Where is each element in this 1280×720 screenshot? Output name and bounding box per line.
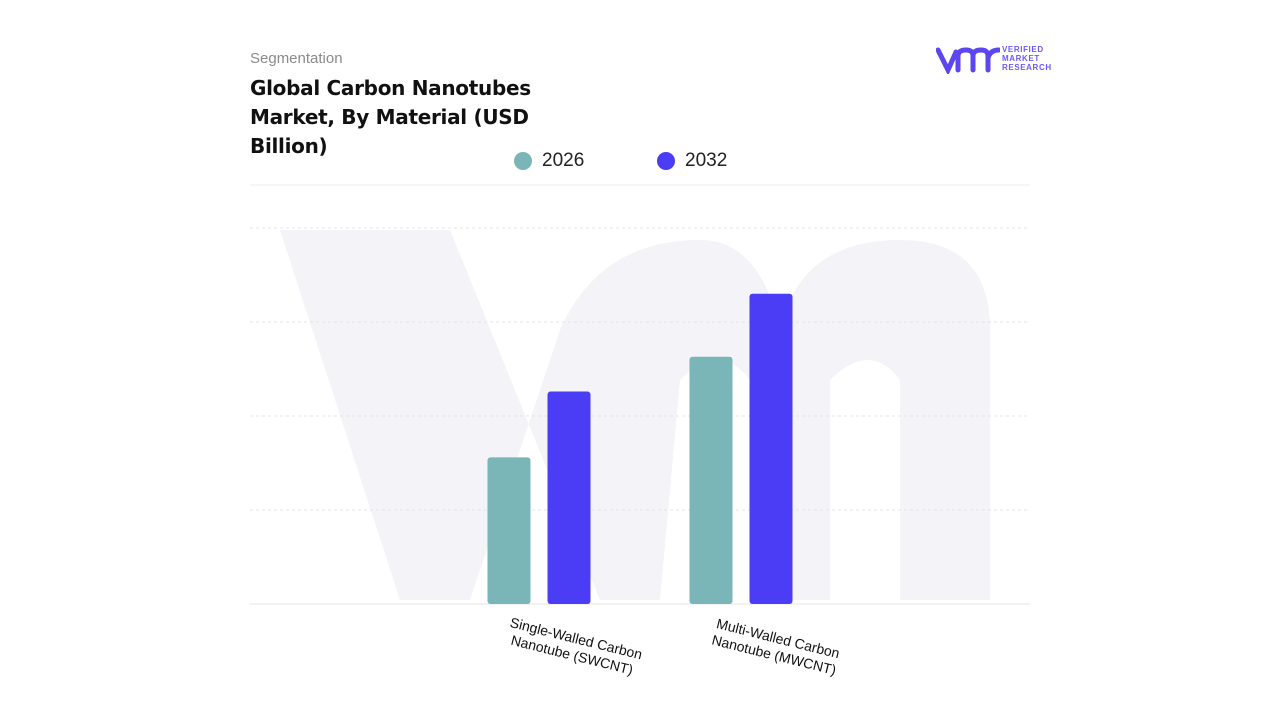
bar: [689, 356, 733, 604]
bar: [487, 457, 531, 604]
subtitle: Segmentation: [250, 50, 343, 67]
logo-text: VERIFIED MARKET RESEARCH: [1002, 45, 1052, 72]
chart-title: Global Carbon Nanotubes Market, By Mater…: [250, 76, 531, 158]
bar: [749, 293, 793, 604]
legend-label: 2032: [685, 150, 727, 171]
legend-label: 2026: [542, 150, 584, 171]
logo-mark: [936, 47, 1000, 74]
legend-swatch: [514, 152, 532, 170]
legend-swatch: [657, 152, 675, 170]
watermark: [280, 230, 990, 600]
bar: [547, 391, 591, 604]
